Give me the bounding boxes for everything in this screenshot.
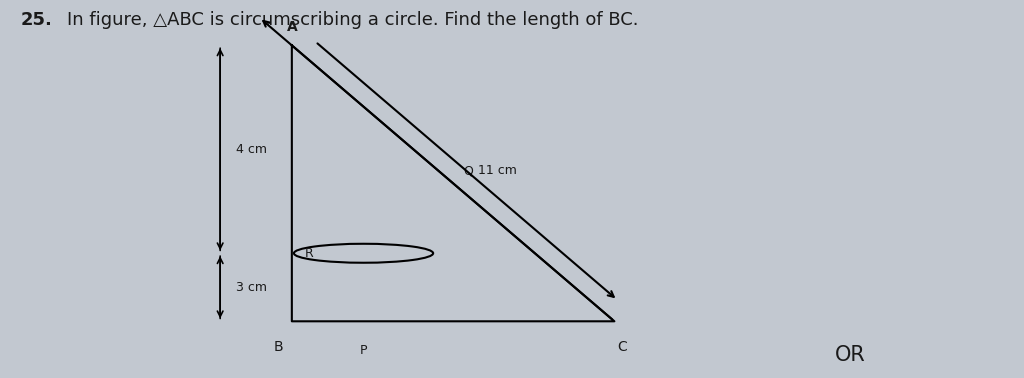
Text: 3 cm: 3 cm (236, 281, 266, 294)
Text: OR: OR (835, 345, 865, 365)
Text: 4 cm: 4 cm (236, 143, 266, 156)
Text: 11 cm: 11 cm (478, 164, 517, 177)
Text: C: C (617, 340, 628, 354)
Text: B: B (273, 340, 284, 354)
Text: Q: Q (463, 164, 473, 177)
Text: P: P (359, 344, 368, 357)
Text: R: R (305, 247, 314, 260)
Text: 25.: 25. (20, 11, 52, 29)
Text: In figure, △ABC is circumscribing a circle. Find the length of BC.: In figure, △ABC is circumscribing a circ… (67, 11, 638, 29)
Text: A: A (287, 20, 297, 34)
